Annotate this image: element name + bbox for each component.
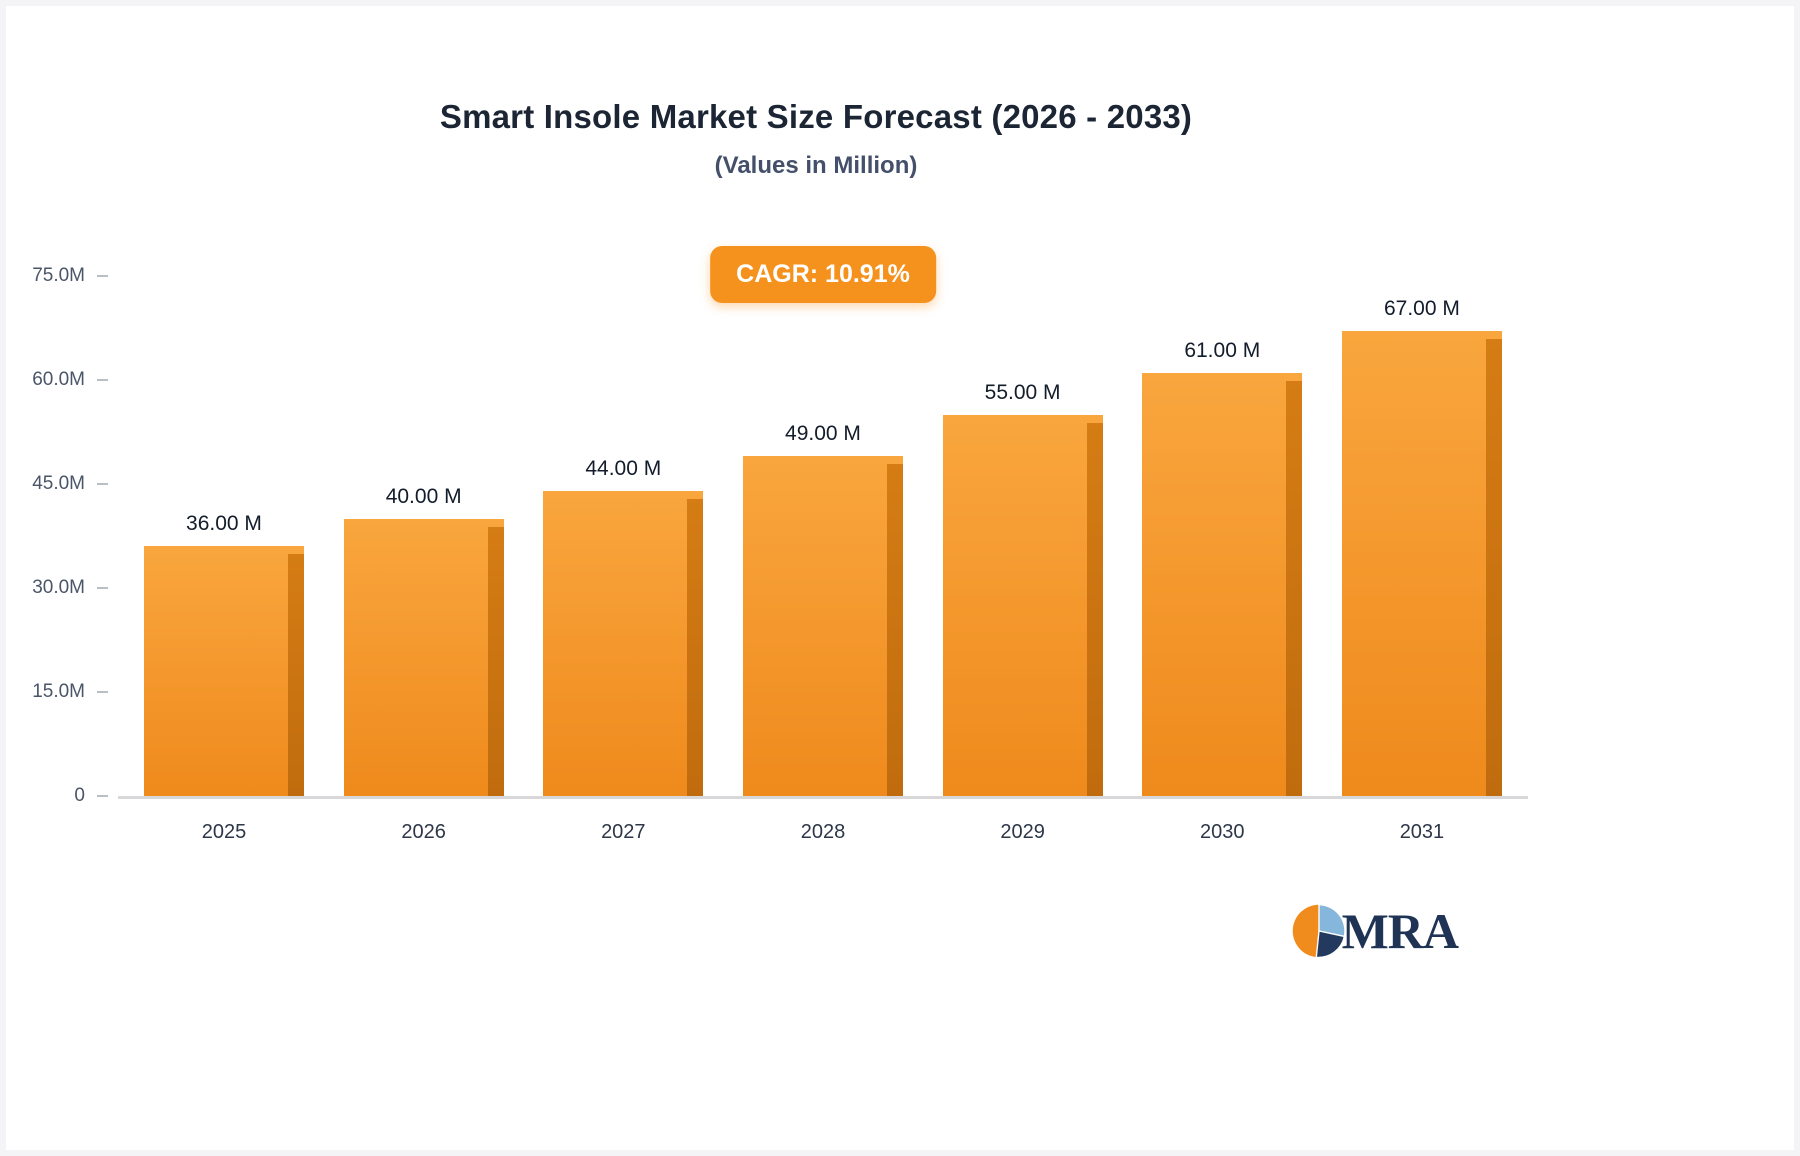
chart-plot: CAGR: 10.91% 36.00 M 2025 40.00 M 2026 44.00… (32, 246, 1528, 843)
y-tick: 30.0M (32, 577, 108, 599)
bar-group-2025: 36.00 M 2025 (144, 276, 304, 843)
x-tick-label: 2030 (1200, 821, 1245, 843)
y-tick-label: 45.0M (32, 473, 85, 494)
brand-logo: MRA (1290, 902, 1459, 960)
brand-logo-text: MRA (1341, 903, 1459, 959)
bar-2025 (144, 546, 304, 796)
y-tick: 60.0M (32, 369, 108, 391)
y-tick-mark (97, 275, 108, 277)
y-tick: 0 (74, 785, 108, 807)
bar-2028 (742, 456, 903, 796)
y-tick-label: 30.0M (32, 577, 85, 598)
bar-group-2031: 67.00 M 2031 (1341, 276, 1502, 843)
bar-value-label: 44.00 M (585, 456, 662, 480)
bar-value-label: 55.00 M (984, 380, 1061, 404)
x-tick-label: 2026 (401, 821, 446, 843)
y-tick: 15.0M (32, 681, 108, 703)
y-tick-label: 15.0M (32, 681, 85, 702)
y-tick-label: 60.0M (32, 369, 85, 390)
bar-2029 (942, 414, 1103, 797)
y-tick: 75.0M (32, 265, 108, 287)
bar-value-label: 67.00 M (1383, 297, 1460, 321)
bar-2030 (1142, 373, 1303, 796)
bar-group-2030: 61.00 M 2030 (1142, 276, 1303, 843)
bar-2027 (543, 490, 704, 797)
bar-value-label: 49.00 M (785, 422, 861, 446)
page: Smart Insole Market Size Forecast (2026 … (6, 6, 1794, 1150)
bar-group-2029: 55.00 M 2029 (942, 276, 1103, 843)
bar-group-2028: 49.00 M 2028 (742, 276, 903, 843)
x-tick-label: 2029 (1000, 821, 1045, 843)
bar-2031 (1341, 331, 1502, 796)
pie-logo-icon (1292, 904, 1346, 958)
y-tick-mark (97, 795, 108, 797)
y-tick-mark (97, 379, 108, 381)
bar-2026 (343, 518, 504, 797)
x-tick-label: 2027 (601, 821, 646, 843)
chart-card: Smart Insole Market Size Forecast (2026 … (6, 6, 1626, 843)
y-tick-mark (97, 483, 108, 485)
x-tick-label: 2025 (201, 821, 247, 843)
chart-subtitle: (Values in Million) (714, 152, 918, 179)
bar-value-label: 40.00 M (385, 484, 462, 508)
x-tick-label: 2028 (800, 821, 846, 843)
y-tick-label: 0 (74, 785, 85, 806)
bars-container: 36.00 M 2025 40.00 M 2026 44.00 M 2027 49.00 M… (118, 276, 1528, 843)
y-tick: 45.0M (32, 473, 108, 495)
bar-group-2027: 44.00 M 2027 (543, 276, 704, 843)
bar-group-2026: 40.00 M 2026 (343, 276, 504, 843)
chart-title: Smart Insole Market Size Forecast (2026 … (439, 98, 1193, 135)
bar-value-label: 36.00 M (186, 512, 262, 536)
y-tick-label: 75.0M (32, 265, 85, 286)
bar-value-label: 61.00 M (1184, 339, 1261, 363)
x-tick-label: 2031 (1399, 821, 1445, 843)
y-tick-mark (97, 691, 108, 693)
cagr-badge: CAGR: 10.91% (710, 246, 936, 303)
y-tick-mark (97, 587, 108, 589)
